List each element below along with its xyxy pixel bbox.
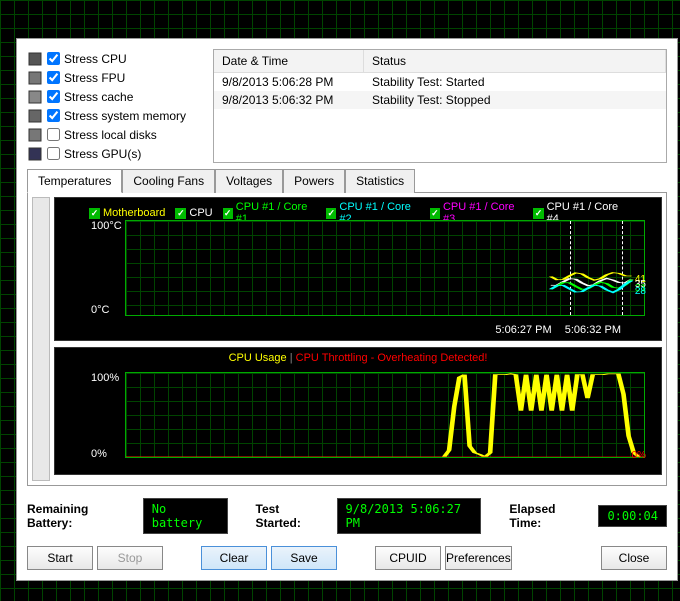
stability-test-dialog: Stress CPU Stress FPU Stress cache Stress s… xyxy=(16,38,678,581)
started-label: Test Started: xyxy=(256,502,323,530)
legend-item[interactable]: ✓CPU xyxy=(175,207,212,219)
temp-y-max: 100°C xyxy=(91,220,122,232)
stress-options: Stress CPU Stress FPU Stress cache Stress s… xyxy=(27,49,205,163)
stress-item-cache: Stress cache xyxy=(27,87,205,106)
legend-label: Motherboard xyxy=(103,207,165,219)
stress-item-cpu: Stress CPU xyxy=(27,49,205,68)
tab-bar: TemperaturesCooling FansVoltagesPowersSt… xyxy=(27,169,667,193)
stress-label-cpu: Stress CPU xyxy=(64,52,127,66)
cpu-icon xyxy=(27,51,43,67)
elapsed-label: Elapsed Time: xyxy=(509,502,584,530)
elapsed-value: 0:00:04 xyxy=(598,505,667,527)
log-header-status: Status xyxy=(364,50,666,72)
log-cell-datetime: 9/8/2013 5:06:32 PM xyxy=(214,91,364,109)
tab-temperatures[interactable]: Temperatures xyxy=(27,169,122,193)
vertical-scrollbar[interactable] xyxy=(32,197,50,481)
cpuid-button[interactable]: CPUID xyxy=(375,546,441,570)
battery-value: No battery xyxy=(143,498,228,534)
stress-checkbox-disk[interactable] xyxy=(47,128,60,141)
log-header-datetime: Date & Time xyxy=(214,50,364,72)
log-cell-datetime: 9/8/2013 5:06:28 PM xyxy=(214,73,364,91)
stress-item-disk: Stress local disks xyxy=(27,125,205,144)
throttle-last-value: 0% xyxy=(632,450,646,461)
clear-button[interactable]: Clear xyxy=(201,546,267,570)
temp-y-min: 0°C xyxy=(91,304,109,316)
stress-label-gpu: Stress GPU(s) xyxy=(64,147,141,161)
stop-button[interactable]: Stop xyxy=(97,546,163,570)
tab-powers[interactable]: Powers xyxy=(283,169,345,193)
usage-y-min: 0% xyxy=(91,448,107,460)
legend-checkbox[interactable]: ✓ xyxy=(89,208,100,219)
preferences-button[interactable]: Preferences xyxy=(445,546,512,570)
stress-label-cache: Stress cache xyxy=(64,90,133,104)
legend-item[interactable]: ✓Motherboard xyxy=(89,207,165,219)
stress-checkbox-cache[interactable] xyxy=(47,90,60,103)
stress-checkbox-fpu[interactable] xyxy=(47,71,60,84)
legend-label: CPU xyxy=(189,207,212,219)
series-last-value: 28 xyxy=(635,286,646,297)
fpu-icon xyxy=(27,70,43,86)
tab-cooling-fans[interactable]: Cooling Fans xyxy=(122,169,215,193)
log-cell-status: Stability Test: Stopped xyxy=(364,91,666,109)
temperature-chart: ✓Motherboard✓CPU✓CPU #1 / Core #1✓CPU #1… xyxy=(54,197,662,341)
gpu-icon xyxy=(27,146,43,162)
stress-item-gpu: Stress GPU(s) xyxy=(27,144,205,163)
legend-checkbox[interactable]: ✓ xyxy=(223,208,233,219)
temp-x-labels: 5:06:27 PM 5:06:32 PM xyxy=(55,324,661,336)
tab-statistics[interactable]: Statistics xyxy=(345,169,415,193)
usage-y-max: 100% xyxy=(91,372,119,384)
start-button[interactable]: Start xyxy=(27,546,93,570)
legend-checkbox[interactable]: ✓ xyxy=(326,208,336,219)
close-button[interactable]: Close xyxy=(601,546,667,570)
save-button[interactable]: Save xyxy=(271,546,337,570)
stress-label-ram: Stress system memory xyxy=(64,109,186,123)
log-cell-status: Stability Test: Started xyxy=(364,73,666,91)
status-bar: Remaining Battery: No battery Test Start… xyxy=(27,498,667,534)
log-row[interactable]: 9/8/2013 5:06:28 PMStability Test: Start… xyxy=(214,73,666,91)
stress-checkbox-ram[interactable] xyxy=(47,109,60,122)
log-panel: Date & Time Status 9/8/2013 5:06:28 PMSt… xyxy=(213,49,667,163)
cpu-usage-chart: CPU Usage | CPU Throttling - Overheating… xyxy=(54,347,662,475)
legend-checkbox[interactable]: ✓ xyxy=(430,208,440,219)
stress-item-ram: Stress system memory xyxy=(27,106,205,125)
log-row[interactable]: 9/8/2013 5:06:32 PMStability Test: Stopp… xyxy=(214,91,666,109)
stress-label-disk: Stress local disks xyxy=(64,128,157,142)
stress-label-fpu: Stress FPU xyxy=(64,71,125,85)
battery-label: Remaining Battery: xyxy=(27,502,129,530)
ram-icon xyxy=(27,108,43,124)
button-row: Start Stop Clear Save CPUID Preferences … xyxy=(27,546,667,570)
stress-checkbox-gpu[interactable] xyxy=(47,147,60,160)
stress-checkbox-cpu[interactable] xyxy=(47,52,60,65)
tab-voltages[interactable]: Voltages xyxy=(215,169,283,193)
legend-checkbox[interactable]: ✓ xyxy=(533,208,543,219)
legend-checkbox[interactable]: ✓ xyxy=(175,208,186,219)
stress-item-fpu: Stress FPU xyxy=(27,68,205,87)
cache-icon xyxy=(27,89,43,105)
disk-icon xyxy=(27,127,43,143)
started-value: 9/8/2013 5:06:27 PM xyxy=(337,498,482,534)
tab-content-temperatures: ✓Motherboard✓CPU✓CPU #1 / Core #1✓CPU #1… xyxy=(27,192,667,486)
usage-chart-title: CPU Usage | CPU Throttling - Overheating… xyxy=(55,352,661,364)
